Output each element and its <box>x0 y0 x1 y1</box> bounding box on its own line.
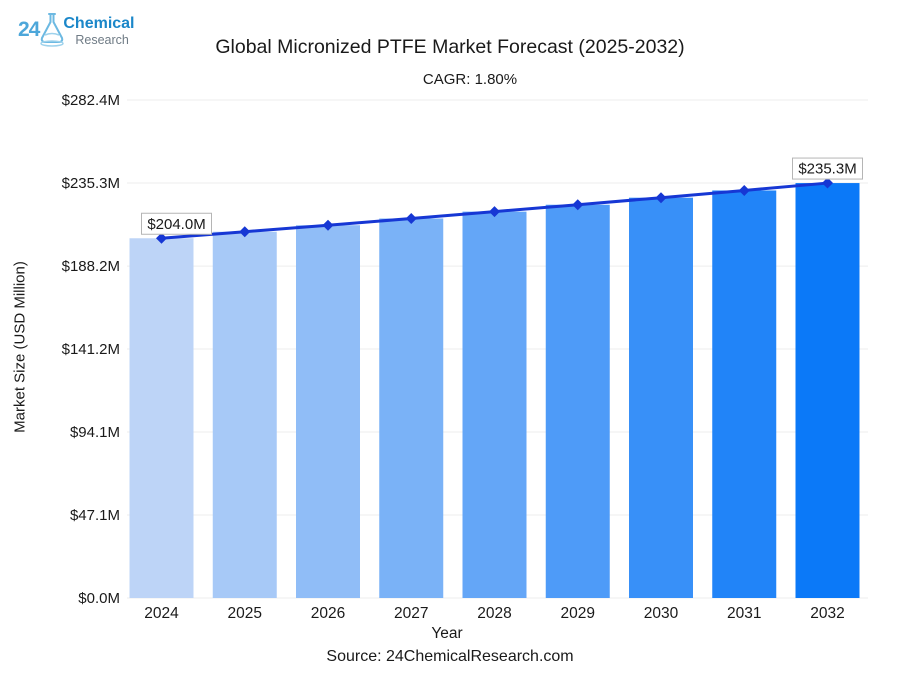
x-axis-tick-label: 2031 <box>727 605 761 622</box>
bar-2028 <box>462 211 527 598</box>
chart-subtitle: CAGR: 1.80% <box>422 71 518 88</box>
data-point-marker-2030 <box>655 192 667 204</box>
data-label: $235.3M <box>798 161 856 178</box>
x-axis-tick-label: 2027 <box>394 605 428 622</box>
bar-2027 <box>379 218 444 598</box>
flask-icon <box>35 10 69 55</box>
y-axis-tick-label: $47.1M <box>70 507 120 524</box>
bar-2031 <box>712 190 777 598</box>
bar-2025 <box>212 231 277 598</box>
x-axis-tick-label: 2024 <box>144 605 179 622</box>
logo-name-bottom: Research <box>75 33 129 47</box>
x-axis-tick-label: 2029 <box>561 605 595 622</box>
chart-title: Global Micronized PTFE Market Forecast (… <box>215 36 685 58</box>
logo: 24 Chemical Research <box>18 10 135 55</box>
x-axis-tick-label: 2030 <box>644 605 679 622</box>
logo-name-top: Chemical <box>63 15 135 32</box>
bar-2024 <box>129 238 194 599</box>
y-axis-tick-label: $141.2M <box>62 341 120 358</box>
logo-text: Chemical Research <box>63 16 134 47</box>
data-label: $204.0M <box>147 216 205 233</box>
bar-2030 <box>629 197 693 598</box>
data-point-marker-2031 <box>738 184 750 196</box>
x-axis-tick-label: 2026 <box>311 605 345 622</box>
x-axis-tick-label: 2025 <box>228 605 262 622</box>
data-label-box <box>141 212 212 235</box>
data-point-marker-2025 <box>239 226 251 238</box>
data-point-marker-2026 <box>322 219 334 231</box>
y-axis-tick-label: $0.0M <box>78 590 120 607</box>
bar-2032 <box>795 183 860 598</box>
data-point-marker-2028 <box>489 206 500 218</box>
x-axis-title: Year <box>431 625 463 642</box>
x-axis-tick-label: 2028 <box>477 605 511 622</box>
data-label-box <box>792 157 863 180</box>
data-point-marker-2027 <box>405 213 417 225</box>
y-axis-tick-label: $235.3M <box>62 175 120 192</box>
source-text: Source: 24ChemicalResearch.com <box>326 648 574 665</box>
y-axis-tick-label: $188.2M <box>62 258 120 275</box>
bar-2026 <box>296 225 360 598</box>
logo-number: 24 <box>18 18 40 41</box>
data-point-marker-2024 <box>156 232 167 244</box>
y-axis-tick-label: $94.1M <box>70 424 120 441</box>
x-axis-tick-label: 2032 <box>810 605 844 622</box>
y-axis-tick-label: $282.4M <box>62 92 120 109</box>
data-point-marker-2032 <box>822 177 833 189</box>
data-point-marker-2029 <box>572 199 584 211</box>
bar-2029 <box>545 204 610 598</box>
